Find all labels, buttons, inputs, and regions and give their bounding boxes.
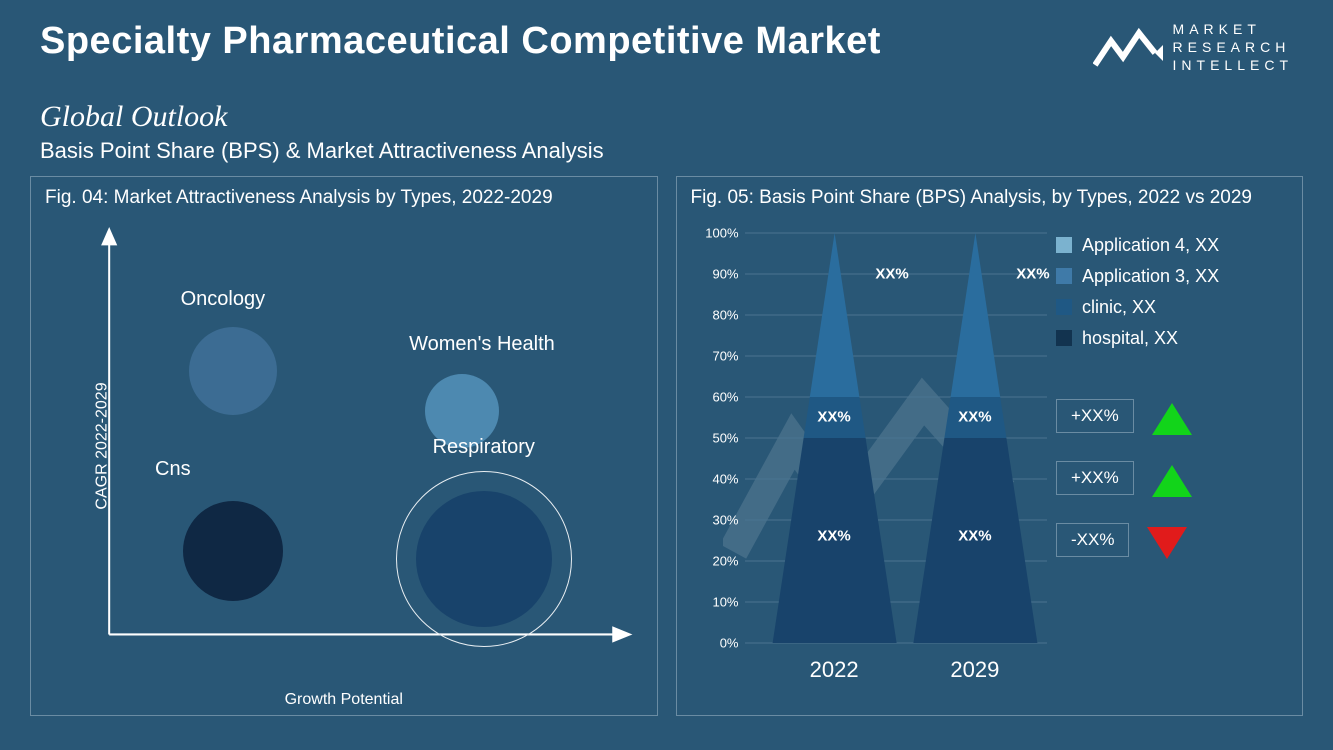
bubble [189, 327, 277, 415]
legend-swatch [1056, 299, 1072, 315]
fig05-panel: Fig. 05: Basis Point Share (BPS) Analysi… [676, 176, 1304, 716]
subheader: Global Outlook Basis Point Share (BPS) &… [0, 75, 1333, 164]
change-value: +XX% [1056, 461, 1134, 495]
legend-label: hospital, XX [1082, 328, 1178, 349]
x-category-label: 2029 [950, 657, 999, 683]
brand-line: INTELLECT [1173, 56, 1293, 74]
charts-row: Fig. 04: Market Attractiveness Analysis … [0, 164, 1333, 716]
section-title: Global Outlook [40, 100, 1293, 134]
change-row: +XX% [1056, 399, 1286, 439]
bubble [183, 501, 283, 601]
legend-item: Application 3, XX [1056, 266, 1286, 287]
brand-line: RESEARCH [1173, 38, 1293, 56]
legend-item: clinic, XX [1056, 297, 1286, 318]
cone-value-label: XX% [817, 409, 850, 426]
bubble-label: Respiratory [433, 436, 535, 459]
fig04-canvas: Oncology Women's Health Cns Respiratory [91, 227, 637, 665]
fig05-canvas: 0%10%20%30%40%50%60%70%80%90%100%XX%XX%X… [699, 225, 1048, 705]
brand-logo: MARKET RESEARCH INTELLECT [1093, 20, 1293, 75]
fig04-caption: Fig. 04: Market Attractiveness Analysis … [31, 177, 657, 219]
change-row: +XX% [1056, 461, 1286, 501]
change-value: -XX% [1056, 523, 1129, 557]
fig05-caption: Fig. 05: Basis Point Share (BPS) Analysi… [677, 177, 1303, 219]
change-row: -XX% [1056, 523, 1286, 563]
section-subtitle: Basis Point Share (BPS) & Market Attract… [40, 138, 1293, 164]
bubble-label: Cns [155, 458, 191, 481]
bubble [416, 491, 552, 627]
cone-value-label: XX% [875, 265, 908, 282]
arrow-down-icon [1147, 527, 1187, 559]
legend-swatch [1056, 237, 1072, 253]
legend-swatch [1056, 330, 1072, 346]
cone-value-label: XX% [958, 409, 991, 426]
cone-value-label: XX% [1016, 265, 1049, 282]
bubble-label: Women's Health [409, 333, 555, 356]
legend-label: Application 3, XX [1082, 266, 1219, 287]
header: Specialty Pharmaceutical Competitive Mar… [0, 0, 1333, 75]
fig05-legend: Application 4, XX Application 3, XX clinic… [1056, 235, 1286, 585]
brand-line: MARKET [1173, 20, 1293, 38]
arrow-up-icon [1152, 403, 1192, 435]
change-value: +XX% [1056, 399, 1134, 433]
legend-swatch [1056, 268, 1072, 284]
legend-item: hospital, XX [1056, 328, 1286, 349]
cone-value-label: XX% [817, 527, 850, 544]
brand-text: MARKET RESEARCH INTELLECT [1173, 20, 1293, 75]
legend-label: Application 4, XX [1082, 235, 1219, 256]
fig04-x-axis-label: Growth Potential [285, 691, 403, 709]
fig05-svg [699, 225, 1048, 705]
cone-value-label: XX% [958, 527, 991, 544]
fig04-panel: Fig. 04: Market Attractiveness Analysis … [30, 176, 658, 716]
bubble-label: Oncology [181, 288, 266, 311]
page-title: Specialty Pharmaceutical Competitive Mar… [40, 20, 881, 63]
legend-label: clinic, XX [1082, 297, 1156, 318]
logo-icon [1093, 23, 1163, 71]
legend-item: Application 4, XX [1056, 235, 1286, 256]
x-category-label: 2022 [810, 657, 859, 683]
arrow-up-icon [1152, 465, 1192, 497]
